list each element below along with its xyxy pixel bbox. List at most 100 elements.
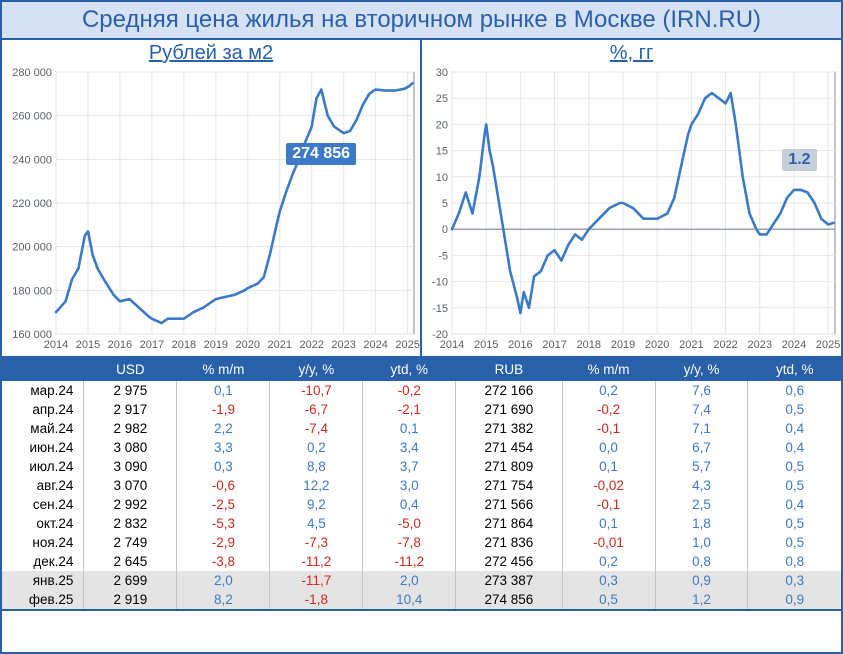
row-label: авг.24 — [2, 476, 84, 495]
table-header: y/y, % — [655, 359, 748, 381]
svg-text:2022: 2022 — [713, 339, 737, 351]
svg-text:2023: 2023 — [331, 339, 355, 351]
table-cell: -11,7 — [270, 571, 363, 590]
svg-text:-5: -5 — [438, 250, 448, 262]
table-cell: -5,3 — [177, 514, 270, 533]
svg-text:180 000: 180 000 — [12, 285, 52, 297]
svg-text:20: 20 — [436, 119, 448, 131]
svg-text:260 000: 260 000 — [12, 111, 52, 123]
table-cell: -11,2 — [270, 552, 363, 571]
charts-row: Рублей за м2 160 000180 000200 000220 00… — [2, 40, 841, 358]
table-cell: 2 749 — [84, 533, 177, 552]
svg-text:220 000: 220 000 — [12, 198, 52, 210]
table-header — [2, 359, 84, 381]
row-label: фев.25 — [2, 590, 84, 610]
row-label: дек.24 — [2, 552, 84, 571]
table-cell: 0,1 — [363, 419, 456, 438]
table-cell: -2,9 — [177, 533, 270, 552]
table-cell: 0,2 — [562, 552, 655, 571]
svg-text:2024: 2024 — [782, 339, 806, 351]
row-label: июл.24 — [2, 457, 84, 476]
table-cell: -2,1 — [363, 400, 456, 419]
table-row: сен.242 992-2,59,20,4271 566-0,12,50,4 — [2, 495, 841, 514]
table-row: мар.242 9750,1-10,7-0,2272 1660,27,60,6 — [2, 381, 841, 401]
table-row: окт.242 832-5,34,5-5,0271 8640,11,80,5 — [2, 514, 841, 533]
table-row: июн.243 0803,30,23,4271 4540,06,70,4 — [2, 438, 841, 457]
table-header: % m/m — [562, 359, 655, 381]
table-cell: 6,7 — [655, 438, 748, 457]
table-cell: 2 917 — [84, 400, 177, 419]
chart-right-title: %, гг — [422, 40, 841, 68]
table-cell: -1,9 — [177, 400, 270, 419]
table-cell: 0,5 — [748, 514, 841, 533]
table-cell: 271 754 — [456, 476, 562, 495]
table-cell: -0,2 — [562, 400, 655, 419]
table-row: дек.242 645-3,8-11,2-11,2272 4560,20,80,… — [2, 552, 841, 571]
table-cell: 2 992 — [84, 495, 177, 514]
table-cell: 2 982 — [84, 419, 177, 438]
row-label: май.24 — [2, 419, 84, 438]
table-cell: -2,5 — [177, 495, 270, 514]
table-cell: 0,2 — [562, 381, 655, 401]
svg-text:2019: 2019 — [204, 339, 228, 351]
table-cell: 271 454 — [456, 438, 562, 457]
table-cell: 0,3 — [177, 457, 270, 476]
table-cell: 2 832 — [84, 514, 177, 533]
table-cell: -5,0 — [363, 514, 456, 533]
svg-text:25: 25 — [436, 93, 448, 105]
table-cell: 271 864 — [456, 514, 562, 533]
table-cell: -6,7 — [270, 400, 363, 419]
table-cell: 271 382 — [456, 419, 562, 438]
table-row: янв.252 6992,0-11,72,0273 3870,30,90,3 — [2, 571, 841, 590]
table-cell: 272 456 — [456, 552, 562, 571]
svg-text:10: 10 — [436, 172, 448, 184]
table-cell: 7,6 — [655, 381, 748, 401]
table-cell: 0,4 — [748, 438, 841, 457]
svg-text:2022: 2022 — [299, 339, 323, 351]
svg-text:2014: 2014 — [44, 339, 68, 351]
table-cell: 3,7 — [363, 457, 456, 476]
table-cell: 2 645 — [84, 552, 177, 571]
table-cell: 1,2 — [655, 590, 748, 610]
svg-text:2016: 2016 — [508, 339, 532, 351]
table-cell: 1,8 — [655, 514, 748, 533]
table-cell: 5,7 — [655, 457, 748, 476]
table-header: ytd, % — [748, 359, 841, 381]
table-cell: 10,4 — [363, 590, 456, 610]
table-cell: 3,0 — [363, 476, 456, 495]
svg-text:-10: -10 — [432, 277, 448, 289]
table-cell: 0,5 — [748, 533, 841, 552]
table-cell: 0,2 — [270, 438, 363, 457]
table-cell: 8,2 — [177, 590, 270, 610]
table-cell: 0,3 — [748, 571, 841, 590]
table-row: фев.252 9198,2-1,810,4274 8560,51,20,9 — [2, 590, 841, 610]
svg-text:2014: 2014 — [440, 339, 464, 351]
row-label: сен.24 — [2, 495, 84, 514]
table-cell: 3 080 — [84, 438, 177, 457]
table-cell: 4,3 — [655, 476, 748, 495]
svg-text:30: 30 — [436, 68, 448, 79]
chart-right-plot: -20-15-10-505101520253020142015201620172… — [422, 68, 841, 356]
table-cell: 0,1 — [562, 457, 655, 476]
chart-callout: 274 856 — [286, 143, 356, 165]
table-cell: 3 090 — [84, 457, 177, 476]
svg-text:-15: -15 — [432, 303, 448, 315]
svg-text:0: 0 — [442, 224, 448, 236]
table-cell: 2,5 — [655, 495, 748, 514]
svg-text:2021: 2021 — [268, 339, 292, 351]
svg-text:2017: 2017 — [140, 339, 164, 351]
table-header: ytd, % — [363, 359, 456, 381]
svg-text:200 000: 200 000 — [12, 242, 52, 254]
table-cell: 12,2 — [270, 476, 363, 495]
table-cell: 2 699 — [84, 571, 177, 590]
table-header: y/y, % — [270, 359, 363, 381]
table-cell: 0,5 — [562, 590, 655, 610]
table-cell: 2,0 — [177, 571, 270, 590]
chart-left: Рублей за м2 160 000180 000200 000220 00… — [2, 40, 422, 356]
table-cell: 0,4 — [363, 495, 456, 514]
table-header: % m/m — [177, 359, 270, 381]
table-cell: 3 070 — [84, 476, 177, 495]
table-area: USD% m/my/y, %ytd, %RUB% m/my/y, %ytd, %… — [2, 358, 841, 611]
page-title: Средняя цена жилья на вторичном рынке в … — [82, 6, 761, 33]
svg-text:2017: 2017 — [542, 339, 566, 351]
